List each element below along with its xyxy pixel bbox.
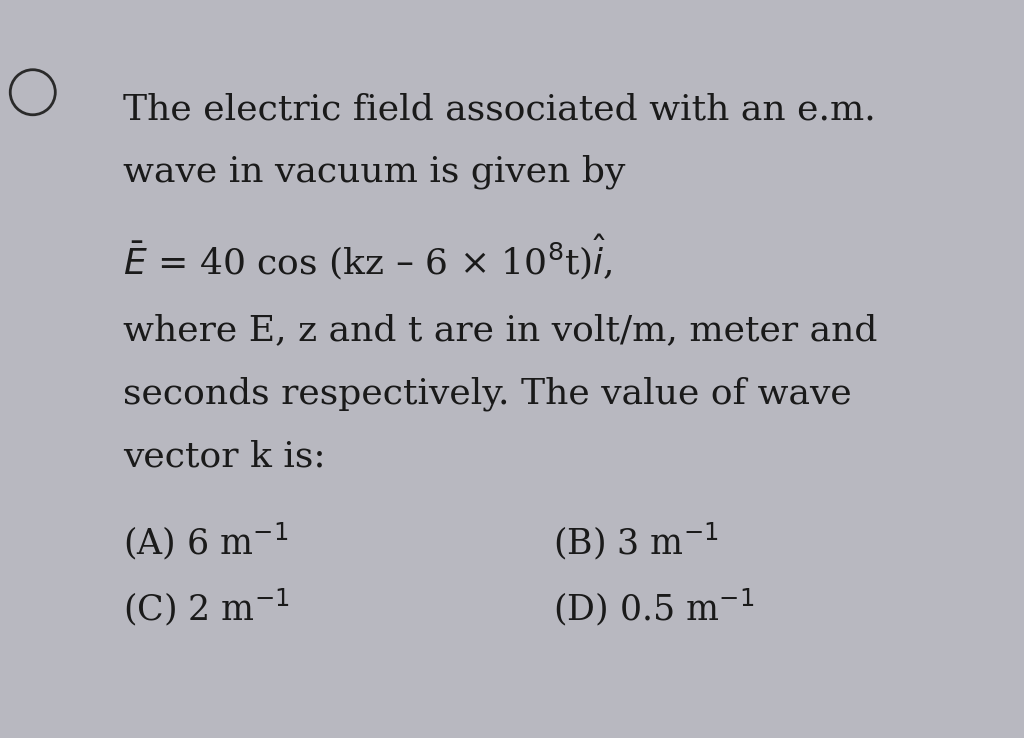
Text: (C) 2 m$^{-1}$: (C) 2 m$^{-1}$ [123, 587, 290, 628]
Text: (B) 3 m$^{-1}$: (B) 3 m$^{-1}$ [553, 520, 719, 562]
Text: (D) 0.5 m$^{-1}$: (D) 0.5 m$^{-1}$ [553, 587, 754, 628]
Text: $\bar{E}$ = 40 cos (kz – 6 × 10$^{8}$t)$\hat{i}$,: $\bar{E}$ = 40 cos (kz – 6 × 10$^{8}$t)$… [123, 232, 612, 282]
Text: vector k is:: vector k is: [123, 439, 326, 473]
Text: The electric field associated with an e.m.: The electric field associated with an e.… [123, 92, 876, 126]
Text: (A) 6 m$^{-1}$: (A) 6 m$^{-1}$ [123, 520, 288, 562]
Text: seconds respectively. The value of wave: seconds respectively. The value of wave [123, 376, 852, 411]
Ellipse shape [10, 69, 55, 115]
Text: wave in vacuum is given by: wave in vacuum is given by [123, 155, 626, 190]
Text: where E, z and t are in volt/m, meter and: where E, z and t are in volt/m, meter an… [123, 314, 878, 348]
